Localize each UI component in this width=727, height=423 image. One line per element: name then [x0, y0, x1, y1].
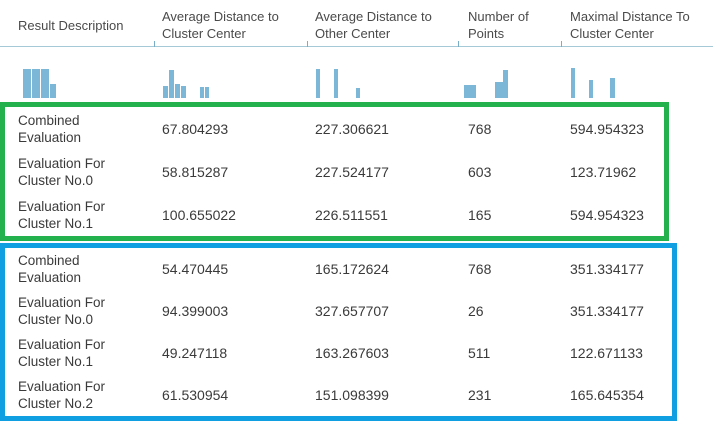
- maximal-distance-cluster-center-histogram-bar[interactable]: [610, 78, 615, 98]
- table-row: Evaluation For Cluster No.0 58.815287 227.…: [0, 150, 690, 193]
- cell-value: 227.524177: [315, 163, 389, 180]
- maximal-distance-cluster-center-histogram-bar[interactable]: [571, 68, 575, 98]
- column-header-avg-distance-cluster-center[interactable]: Average Distance to Cluster Center: [162, 9, 279, 41]
- avg-distance-cluster-center-histogram-bar[interactable]: [181, 86, 186, 98]
- cell-value: 26: [468, 303, 484, 319]
- table-row: Combined Evaluation 67.804293 227.306621 76…: [0, 107, 690, 150]
- row-label: Combined Evaluation: [18, 112, 82, 145]
- cell-value: 151.098399: [315, 387, 389, 403]
- result-description-histogram-bar[interactable]: [23, 69, 31, 98]
- column-header-maximal-distance-cluster-center[interactable]: Maximal Distance To Cluster Center: [570, 9, 690, 41]
- cell-value: 100.655022: [162, 206, 236, 223]
- column-header-number-of-points[interactable]: Number of Points: [468, 9, 529, 41]
- column-header-avg-distance-other-center[interactable]: Average Distance to Other Center: [315, 9, 432, 41]
- cell-value: 351.334177: [570, 303, 644, 319]
- cell-value: 67.804293: [162, 120, 229, 137]
- row-label: Evaluation For Cluster No.1: [18, 198, 106, 231]
- table-header-row: Result Description Average Distance to C…: [0, 8, 727, 42]
- avg-distance-other-center-histogram-bar[interactable]: [356, 88, 360, 98]
- number-of-points-histogram-bar[interactable]: [464, 85, 468, 98]
- cell-value: 61.530954: [162, 387, 229, 403]
- table-row: Combined Evaluation 54.470445 165.172624 76…: [0, 248, 690, 290]
- row-label: Combined Evaluation: [18, 253, 82, 285]
- cell-value: 122.671133: [570, 345, 643, 361]
- column-divider-tick: [154, 41, 155, 47]
- cell-value: 49.247118: [162, 345, 228, 361]
- result-description-histogram-bar[interactable]: [32, 69, 40, 98]
- table-row: Evaluation For Cluster No.0 94.399003 327.…: [0, 290, 690, 332]
- column-histograms-row: [0, 0, 727, 100]
- avg-distance-cluster-center-histogram-bar[interactable]: [163, 86, 168, 98]
- cell-value: 54.470445: [162, 261, 229, 277]
- row-label: Evaluation For Cluster No.2: [18, 379, 106, 411]
- maximal-distance-cluster-center-histogram-bar[interactable]: [589, 80, 593, 98]
- row-label: Evaluation For Cluster No.0: [18, 155, 106, 188]
- cell-value: 165.645354: [570, 387, 644, 403]
- avg-distance-cluster-center-histogram-bar[interactable]: [200, 87, 204, 98]
- table-row: Evaluation For Cluster No.1 49.247118 163.…: [0, 332, 690, 374]
- cell-value: 226.511551: [315, 206, 388, 223]
- cell-value: 351.334177: [570, 261, 644, 277]
- cell-value: 165: [468, 206, 492, 223]
- number-of-points-histogram-bar[interactable]: [468, 85, 472, 98]
- column-divider-tick: [458, 41, 459, 47]
- cell-value: 123.71962: [570, 163, 637, 180]
- column-divider-tick: [307, 41, 308, 47]
- number-of-points-histogram-bar[interactable]: [503, 70, 508, 98]
- cell-value: 768: [468, 120, 492, 137]
- header-divider-line: [0, 46, 713, 47]
- cell-value: 163.267603: [315, 345, 389, 361]
- result-description-histogram-bar[interactable]: [50, 84, 56, 98]
- cell-value: 231: [468, 387, 492, 403]
- column-header-result-description[interactable]: Result Description: [18, 17, 124, 33]
- avg-distance-cluster-center-histogram-bar[interactable]: [169, 70, 174, 98]
- cell-value: 94.399003: [162, 303, 229, 319]
- avg-distance-cluster-center-histogram-bar[interactable]: [175, 84, 180, 98]
- row-label: Evaluation For Cluster No.0: [18, 295, 106, 327]
- cell-value: 603: [468, 163, 492, 180]
- cell-value: 227.306621: [315, 120, 389, 137]
- cell-value: 58.815287: [162, 163, 229, 180]
- number-of-points-histogram-bar[interactable]: [472, 85, 476, 98]
- avg-distance-other-center-histogram-bar[interactable]: [334, 69, 338, 98]
- table-row: Evaluation For Cluster No.1 100.655022 226…: [0, 193, 690, 236]
- avg-distance-cluster-center-histogram-bar[interactable]: [205, 87, 209, 98]
- cell-value: 327.657707: [315, 303, 389, 319]
- column-divider-tick: [561, 41, 562, 47]
- cell-value: 165.172624: [315, 261, 389, 277]
- table-row: Evaluation For Cluster No.2 61.530954 151.…: [0, 374, 690, 416]
- cell-value: 594.954323: [570, 120, 644, 137]
- cell-value: 511: [468, 345, 491, 361]
- number-of-points-histogram-bar[interactable]: [499, 82, 503, 98]
- avg-distance-other-center-histogram-bar[interactable]: [316, 69, 320, 98]
- row-label: Evaluation For Cluster No.1: [18, 337, 106, 369]
- number-of-points-histogram-bar[interactable]: [495, 82, 499, 98]
- cell-value: 768: [468, 261, 492, 277]
- result-description-histogram-bar[interactable]: [41, 69, 49, 98]
- cell-value: 594.954323: [570, 206, 644, 223]
